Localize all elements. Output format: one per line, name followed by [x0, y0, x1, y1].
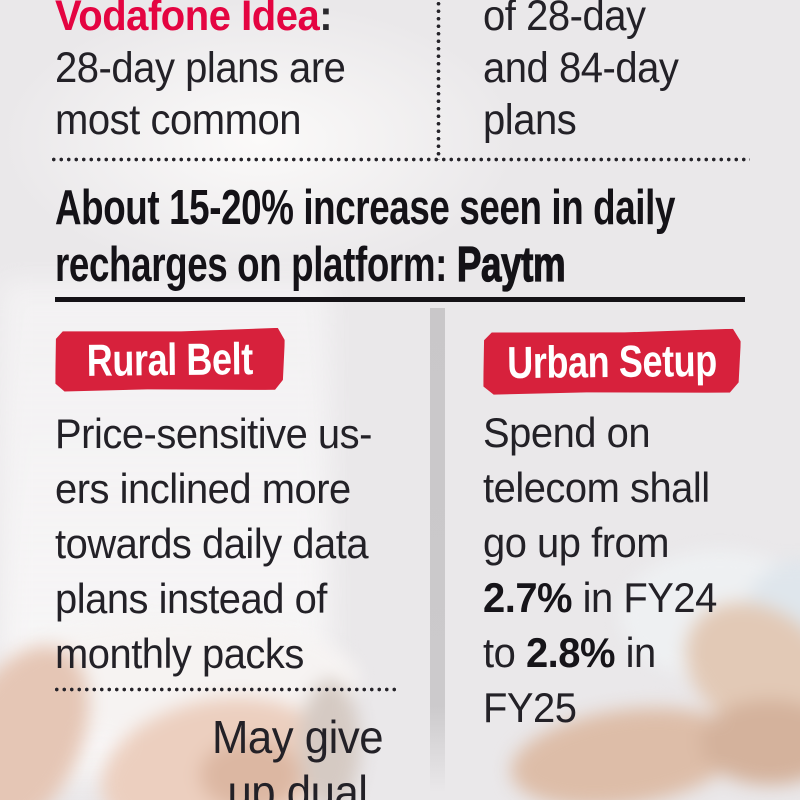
text-line: telecom shall — [483, 464, 710, 511]
text-line: go up from — [483, 519, 669, 566]
top-right-stat-text: of 28-day and 84-day plans — [483, 0, 679, 146]
headline-line2: recharges on platform: Paytm — [55, 237, 675, 294]
text-line: of 28-day — [483, 0, 646, 40]
hands-typing-photo — [440, 550, 800, 800]
dual-sim-note: May give up dual — [162, 710, 433, 800]
text-line: Spend on — [483, 409, 651, 456]
text-line: monthly packs — [55, 630, 304, 677]
urban-setup-paragraph: Spend on telecom shall go up from 2.7% in F… — [483, 405, 717, 735]
rural-belt-badge-label: Rural Belt — [86, 333, 254, 386]
text-line: 2.7% in FY24 — [483, 574, 717, 621]
vodafone-idea-stat-text: 28-day plans are most common — [55, 42, 346, 146]
gray-column-divider — [430, 308, 445, 793]
text-line: towards daily data — [55, 520, 369, 567]
text-line: up dual — [227, 766, 368, 800]
rural-belt-badge: Rural Belt — [55, 328, 286, 392]
dotted-horizontal-divider-top — [50, 157, 750, 162]
paytm-headline: About 15-20% increase seen in daily rech… — [55, 180, 675, 294]
person-face-photo — [0, 610, 420, 800]
headline-line1: About 15-20% increase seen in daily — [55, 181, 676, 235]
dotted-horizontal-divider-left — [53, 687, 400, 692]
headline-line2-prefix: recharges on platform: — [55, 238, 457, 292]
text-line: to 2.8% in — [483, 629, 656, 676]
dotted-vertical-divider — [436, 0, 441, 160]
text-line: Price-sensitive us- — [55, 410, 372, 457]
urban-setup-badge: Urban Setup — [483, 329, 742, 396]
text-line: May give — [211, 711, 384, 763]
text-line: FY25 — [483, 684, 577, 731]
text-line: ers inclined more — [55, 465, 351, 512]
photo-glow-left — [0, 0, 520, 280]
rural-belt-paragraph: Price-sensitive us-ers inclined more towa… — [55, 406, 372, 681]
urban-setup-badge-label: Urban Setup — [506, 334, 718, 389]
headline-paytm: Paytm — [456, 237, 566, 292]
source-brand-vodafone-idea: Vodafone Idea: — [55, 0, 333, 42]
text-line: most common — [55, 96, 301, 144]
text-line: 28-day plans are — [55, 44, 346, 92]
text-line: plans — [483, 96, 577, 144]
text-line: and 84-day — [483, 44, 679, 92]
solid-horizontal-rule — [55, 297, 745, 302]
brand-label: Vodafone Idea — [55, 0, 320, 40]
text-line: plans instead of — [55, 575, 327, 622]
brand-colon: : — [319, 0, 333, 40]
